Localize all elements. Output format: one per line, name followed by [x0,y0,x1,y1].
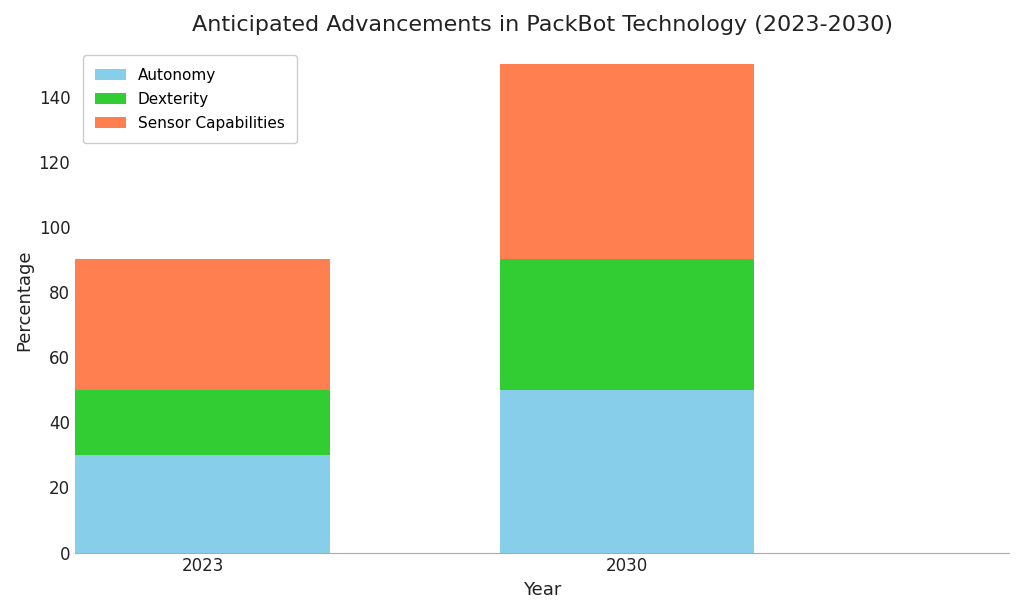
Legend: Autonomy, Dexterity, Sensor Capabilities: Autonomy, Dexterity, Sensor Capabilities [83,55,297,143]
Y-axis label: Percentage: Percentage [15,249,33,351]
Bar [75,390,330,455]
Title: Anticipated Advancements in PackBot Technology (2023-2030): Anticipated Advancements in PackBot Tech… [191,15,893,35]
Bar [500,64,755,259]
X-axis label: Year: Year [523,581,561,599]
Bar [75,259,330,390]
Bar [500,390,755,553]
Bar [75,455,330,553]
Bar [500,259,755,390]
